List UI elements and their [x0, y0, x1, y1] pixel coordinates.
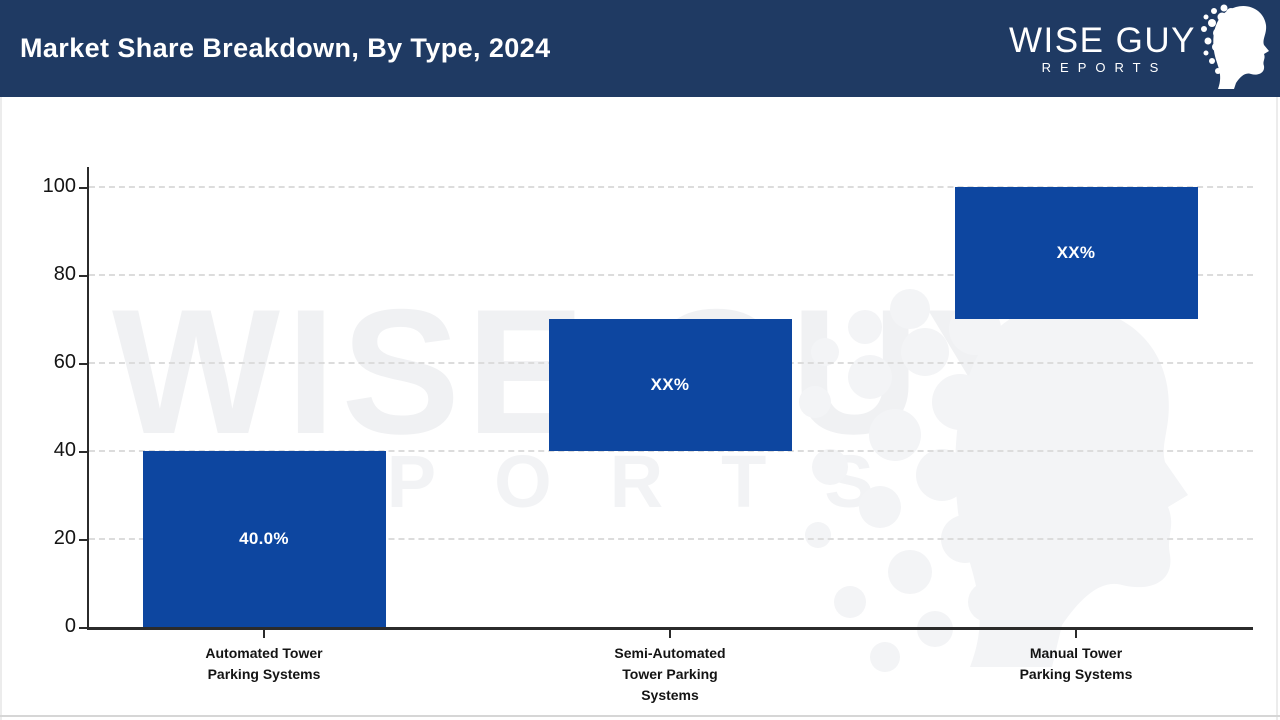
- y-tick-80: [79, 275, 87, 277]
- x-category-label-2: Semi-Automated Tower Parking Systems: [614, 645, 726, 703]
- x-category-label-1: Automated Tower Parking Systems: [205, 645, 323, 682]
- gridline-40: [89, 450, 1253, 452]
- y-tick-40: [79, 451, 87, 453]
- header-bar: Market Share Breakdown, By Type, 2024 WI…: [0, 0, 1280, 97]
- bar-value-label-3: XX%: [1056, 243, 1096, 262]
- x-tick-3: [1075, 630, 1077, 638]
- chart-area: WISE GUY REPORTS 0 20 40 60 80 100 40.0% Automa…: [0, 97, 1280, 720]
- y-axis-line: [87, 167, 89, 630]
- x-category-label-3: Manual Tower Parking Systems: [1019, 645, 1133, 682]
- page-title: Market Share Breakdown, By Type, 2024: [20, 33, 551, 63]
- y-tick-0: [79, 627, 87, 629]
- y-tick-label-60: 60: [53, 351, 76, 373]
- bar-value-label-2: XX%: [650, 375, 690, 394]
- x-tick-2: [669, 630, 671, 638]
- logo-face-icon: [1198, 3, 1270, 94]
- logo-wordmark: WISE GUY: [1008, 20, 1196, 60]
- bar-value-label-1: 40.0%: [239, 529, 289, 548]
- gridline-100: [89, 186, 1253, 188]
- y-tick-label-100: 100: [42, 175, 76, 197]
- y-tick-label-40: 40: [53, 439, 76, 461]
- wise-guy-logo: WISE GUY REPORTS: [1009, 3, 1270, 94]
- logo-subtitle: REPORTS: [1041, 59, 1168, 75]
- y-tick-100: [79, 187, 87, 189]
- bar-1: 40.0%: [142, 451, 386, 627]
- y-tick-60: [79, 363, 87, 365]
- logo-text: WISE GUY REPORTS: [1008, 20, 1196, 75]
- y-tick-20: [79, 539, 87, 541]
- y-tick-label-0: 0: [64, 615, 76, 637]
- x-tick-1: [263, 630, 265, 638]
- y-tick-label-20: 20: [53, 527, 76, 549]
- gridline-80: [89, 274, 1253, 276]
- y-tick-label-80: 80: [53, 263, 76, 285]
- gridline-20: [89, 538, 1253, 540]
- left-border: [0, 97, 2, 720]
- bar-2: XX%: [548, 319, 792, 451]
- right-border: [1276, 97, 1278, 720]
- bar-3: XX%: [954, 187, 1198, 319]
- x-axis-line: [87, 627, 1253, 630]
- bottom-border: [0, 715, 1280, 717]
